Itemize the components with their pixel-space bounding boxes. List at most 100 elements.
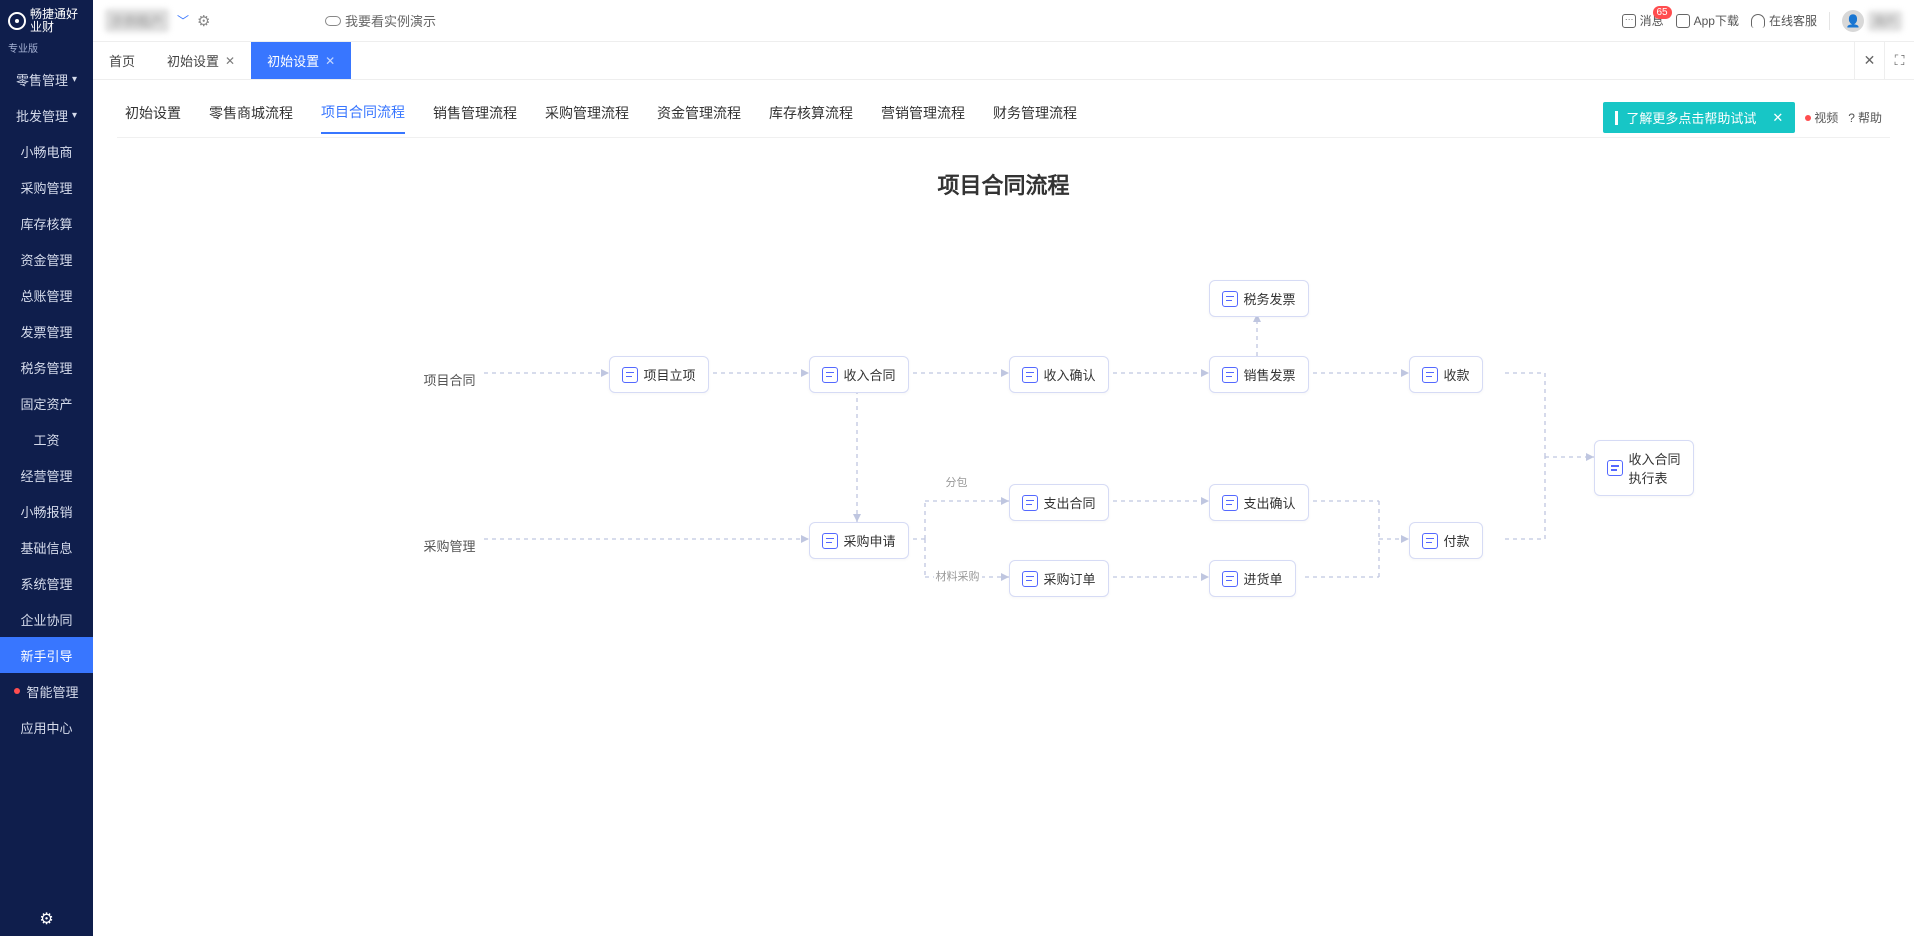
sidebar-settings[interactable]: ⚙ xyxy=(0,902,93,936)
document-icon xyxy=(1222,291,1238,307)
sidebar-item-18[interactable]: 应用中心 xyxy=(0,709,93,745)
sidebar-item-2[interactable]: 小畅电商 xyxy=(0,133,93,169)
video-link[interactable]: 视频 xyxy=(1805,109,1838,126)
sidebar-item-label: 小畅报销 xyxy=(20,502,72,521)
page-tab-1[interactable]: 初始设置 ✕ xyxy=(151,42,251,79)
help-link[interactable]: ? 帮助 xyxy=(1848,109,1882,126)
flow-node-n12[interactable]: 付款 xyxy=(1409,522,1483,559)
avatar-icon: 👤 xyxy=(1842,10,1864,32)
flow-node-n1[interactable]: 项目立项 xyxy=(609,356,709,393)
close-icon[interactable]: ✕ xyxy=(1772,110,1783,126)
help-tip-banner[interactable]: 了解更多点击帮助试试 ✕ xyxy=(1603,102,1795,133)
flow-node-n13[interactable]: 收入合同执行表 xyxy=(1594,440,1694,496)
flow-node-n10[interactable]: 采购订单 xyxy=(1009,560,1109,597)
subtab-7[interactable]: 营销管理流程 xyxy=(881,103,965,133)
subtab-3[interactable]: 销售管理流程 xyxy=(433,103,517,133)
flow-node-label: 采购订单 xyxy=(1044,569,1096,588)
flow-node-n4[interactable]: 销售发票 xyxy=(1209,356,1309,393)
page-tab-2[interactable]: 初始设置✕ xyxy=(251,42,351,79)
document-icon xyxy=(1422,533,1438,549)
sidebar-item-17[interactable]: 智能管理 xyxy=(0,673,93,709)
flow-node-n8[interactable]: 支出合同 xyxy=(1009,484,1109,521)
flow-node-n2[interactable]: 收入合同 xyxy=(809,356,909,393)
app-download-button[interactable]: App下载 xyxy=(1676,12,1739,29)
chevron-down-icon: ▾ xyxy=(72,110,77,121)
sidebar-item-15[interactable]: 企业协同 xyxy=(0,601,93,637)
page-tabs: 首页初始设置✕初始设置✕ ✕ ⛶ xyxy=(93,42,1914,80)
fullscreen-button[interactable]: ⛶ xyxy=(1884,42,1914,79)
flow-node-label: 支出合同 xyxy=(1044,493,1096,512)
sidebar-item-label: 税务管理 xyxy=(20,358,72,377)
sidebar-item-13[interactable]: 基础信息 xyxy=(0,529,93,565)
chevron-down-icon: ﹀ xyxy=(177,12,189,29)
close-icon[interactable]: ✕ xyxy=(325,54,335,68)
subtabs: 初始设置零售商城流程项目合同流程销售管理流程采购管理流程资金管理流程库存核算流程… xyxy=(117,98,1890,138)
close-icon[interactable]: ✕ xyxy=(225,54,235,68)
sidebar-item-0[interactable]: 零售管理▾ xyxy=(0,61,93,97)
flow-node-label: 税务发票 xyxy=(1244,289,1296,308)
brand-name: 畅捷通好业财 xyxy=(30,8,85,34)
support-button[interactable]: 在线客服 xyxy=(1751,12,1817,29)
sidebar-item-4[interactable]: 库存核算 xyxy=(0,205,93,241)
subtab-4[interactable]: 采购管理流程 xyxy=(545,103,629,133)
sidebar-item-12[interactable]: 小畅报销 xyxy=(0,493,93,529)
cloud-icon xyxy=(325,16,341,26)
sidebar-item-10[interactable]: 工资 xyxy=(0,421,93,457)
document-icon xyxy=(1022,571,1038,587)
subtab-2[interactable]: 项目合同流程 xyxy=(321,102,405,134)
user-menu[interactable]: 👤 用户 xyxy=(1842,10,1902,32)
sidebar-item-7[interactable]: 发票管理 xyxy=(0,313,93,349)
brand-edition: 专业版 xyxy=(0,40,93,55)
main: 示例租户 ﹀ ⚙ 我要看实例演示 消息 65 App下载 在线客服 xyxy=(93,0,1914,936)
document-icon xyxy=(1022,367,1038,383)
sidebar-item-label: 经营管理 xyxy=(20,466,72,485)
flow-node-n5[interactable]: 税务发票 xyxy=(1209,280,1309,317)
flow-node-label: 付款 xyxy=(1444,531,1470,550)
flow-node-n7[interactable]: 采购申请 xyxy=(809,522,909,559)
sidebar-item-label: 发票管理 xyxy=(20,322,72,341)
document-icon xyxy=(1222,495,1238,511)
sidebar-item-label: 应用中心 xyxy=(20,718,72,737)
subtab-5[interactable]: 资金管理流程 xyxy=(657,103,741,133)
flow-node-label: 销售发票 xyxy=(1244,365,1296,384)
subtab-1[interactable]: 零售商城流程 xyxy=(209,103,293,133)
sidebar-item-label: 小畅电商 xyxy=(20,142,72,161)
flow-canvas: 项目合同采购管理项目立项收入合同收入确认销售发票税务发票收款采购申请支出合同支出… xyxy=(314,260,1694,620)
close-all-tabs-button[interactable]: ✕ xyxy=(1854,42,1884,79)
logo-icon xyxy=(8,12,26,30)
subtab-0[interactable]: 初始设置 xyxy=(125,103,181,133)
sidebar-item-label: 工资 xyxy=(33,430,59,449)
sidebar-item-14[interactable]: 系统管理 xyxy=(0,565,93,601)
flow-node-n6[interactable]: 收款 xyxy=(1409,356,1483,393)
sidebar-item-16[interactable]: 新手引导 xyxy=(0,637,93,673)
sidebar-item-5[interactable]: 资金管理 xyxy=(0,241,93,277)
gear-icon[interactable]: ⚙ xyxy=(197,12,210,30)
sidebar-item-6[interactable]: 总账管理 xyxy=(0,277,93,313)
sidebar-item-3[interactable]: 采购管理 xyxy=(0,169,93,205)
flow-node-n11[interactable]: 进货单 xyxy=(1209,560,1296,597)
support-label: 在线客服 xyxy=(1769,12,1817,29)
page-tab-label: 初始设置 xyxy=(167,51,219,70)
sidebar-item-11[interactable]: 经营管理 xyxy=(0,457,93,493)
help-label: 帮助 xyxy=(1858,109,1882,126)
sidebar-item-9[interactable]: 固定资产 xyxy=(0,385,93,421)
flow-side-label-1: 采购管理 xyxy=(424,536,476,555)
flow-title: 项目合同流程 xyxy=(117,168,1890,200)
flow-node-label: 采购申请 xyxy=(844,531,896,550)
demo-link[interactable]: 我要看实例演示 xyxy=(325,11,436,30)
subtab-6[interactable]: 库存核算流程 xyxy=(769,103,853,133)
document-icon xyxy=(1222,367,1238,383)
subtab-8[interactable]: 财务管理流程 xyxy=(993,103,1077,133)
flow-node-n9[interactable]: 支出确认 xyxy=(1209,484,1309,521)
sidebar-item-label: 系统管理 xyxy=(20,574,72,593)
tenant-switcher[interactable]: 示例租户 ﹀ ⚙ xyxy=(105,9,305,32)
flow-node-label: 收款 xyxy=(1444,365,1470,384)
messages-button[interactable]: 消息 65 xyxy=(1622,12,1664,29)
flow-node-label: 收入合同执行表 xyxy=(1629,449,1681,487)
headset-icon xyxy=(1751,14,1765,28)
sidebar-item-1[interactable]: 批发管理▾ xyxy=(0,97,93,133)
record-icon xyxy=(1805,115,1811,121)
flow-node-n3[interactable]: 收入确认 xyxy=(1009,356,1109,393)
sidebar-item-8[interactable]: 税务管理 xyxy=(0,349,93,385)
page-tab-0[interactable]: 首页 xyxy=(93,42,151,79)
